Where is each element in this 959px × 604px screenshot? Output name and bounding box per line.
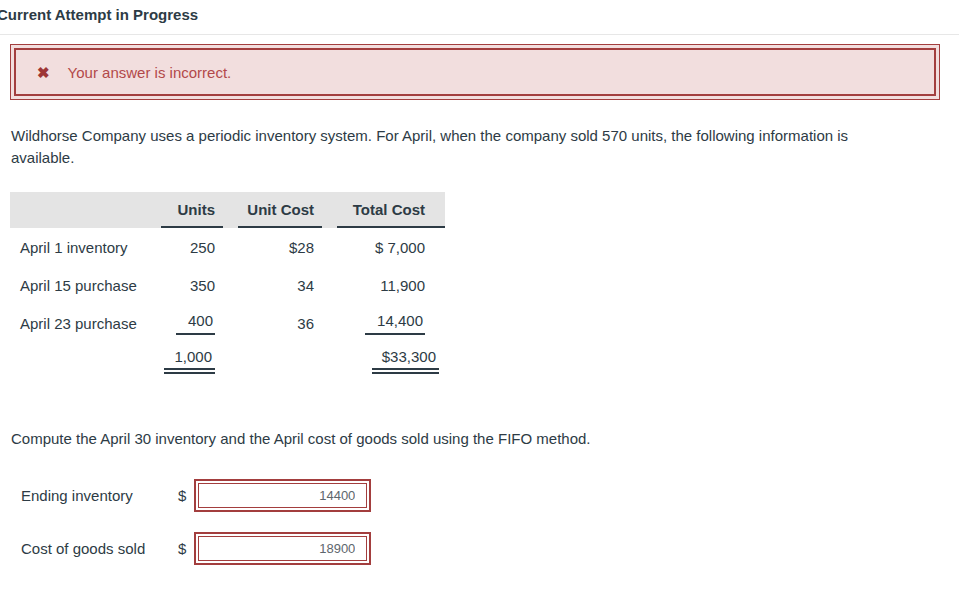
table-row-april-23-purchase: April 23 purchase 400 36 14,400	[10, 304, 445, 342]
row-units: 400	[161, 312, 223, 335]
row-label: April 23 purchase	[10, 315, 146, 332]
inventory-table-header-row: Units Unit Cost Total Cost	[10, 192, 445, 228]
row-unit-cost: 34	[238, 277, 322, 294]
row-label: April 15 purchase	[10, 277, 146, 294]
header-units: Units	[161, 192, 223, 228]
double-underlined-value: 1,000	[164, 348, 215, 374]
row-label: April 1 inventory	[10, 239, 146, 256]
ending-inventory-row: Ending inventory $	[21, 480, 959, 511]
row-units: 250	[161, 239, 223, 256]
cost-of-goods-sold-input[interactable]	[198, 536, 367, 561]
cost-of-goods-sold-label: Cost of goods sold	[21, 540, 178, 557]
inventory-table: Units Unit Cost Total Cost April 1 inven…	[10, 192, 445, 380]
row-unit-cost: 36	[238, 315, 322, 332]
underlined-value: 400	[176, 312, 215, 335]
header-total-cost: Total Cost	[337, 192, 445, 228]
row-total-cost: $ 7,000	[337, 239, 445, 256]
row-total-cost: 11,900	[337, 277, 445, 294]
row-unit-cost: $28	[238, 239, 322, 256]
header-blank-cell	[10, 192, 146, 228]
table-row-totals: 1,000 $33,300	[10, 342, 445, 380]
header-unit-cost: Unit Cost	[238, 192, 322, 228]
total-total-cost: $33,300	[337, 348, 445, 374]
cost-of-goods-sold-row: Cost of goods sold $	[21, 533, 959, 564]
ending-inventory-input[interactable]	[198, 483, 367, 508]
page-title: Current Attempt in Progress	[0, 6, 959, 23]
question-intro-text: Wildhorse Company uses a periodic invent…	[11, 125, 911, 169]
answers-section: Ending inventory $ Cost of goods sold $	[21, 480, 959, 564]
alert-message: Your answer is incorrect.	[68, 64, 232, 81]
dollar-sign: $	[178, 487, 186, 504]
current-attempt-page: Current Attempt in Progress ✖ Your answe…	[0, 0, 959, 604]
dollar-sign: $	[178, 540, 186, 557]
total-units: 1,000	[161, 348, 223, 374]
row-units: 350	[161, 277, 223, 294]
table-row-april-1-inventory: April 1 inventory 250 $28 $ 7,000	[10, 228, 445, 266]
incorrect-x-icon: ✖	[37, 65, 50, 80]
table-row-april-15-purchase: April 15 purchase 350 34 11,900	[10, 266, 445, 304]
double-underlined-value: $33,300	[372, 348, 439, 374]
incorrect-answer-alert: ✖ Your answer is incorrect.	[10, 44, 940, 100]
row-total-cost: 14,400	[337, 312, 445, 335]
ending-inventory-label: Ending inventory	[21, 487, 178, 504]
question-prompt-text: Compute the April 30 inventory and the A…	[11, 430, 959, 447]
incorrect-answer-alert-inner: ✖ Your answer is incorrect.	[14, 48, 936, 96]
underlined-value: 14,400	[365, 312, 425, 335]
section-divider	[0, 34, 959, 35]
